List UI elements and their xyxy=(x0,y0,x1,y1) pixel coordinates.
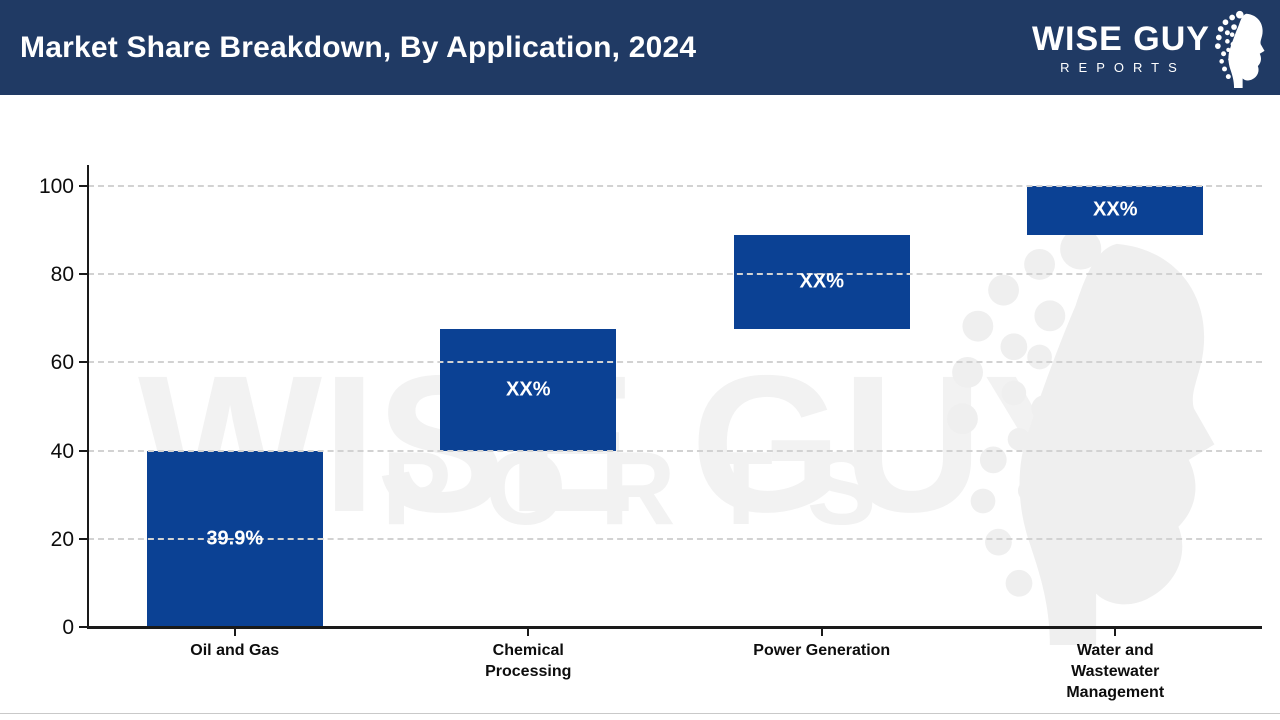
gridline xyxy=(88,273,1262,276)
y-tick-label: 40 xyxy=(50,439,74,463)
x-category-label: Oil and Gas xyxy=(190,642,280,659)
bar-value-label: XX% xyxy=(799,270,844,293)
footer-divider xyxy=(0,713,1280,714)
watermark-head-profile-icon xyxy=(947,228,1215,645)
bar-power-generation xyxy=(733,234,910,330)
y-axis-tick xyxy=(79,185,88,187)
y-axis-tick xyxy=(79,361,88,364)
logo-head-profile-icon xyxy=(1215,10,1265,88)
gridline xyxy=(88,537,1262,540)
y-axis-tick xyxy=(79,273,88,276)
x-axis-tick xyxy=(233,627,236,636)
x-axis-tick xyxy=(1114,627,1117,636)
y-tick-label: 60 xyxy=(50,351,74,375)
chart-title: Market Share Breakdown, By Application, … xyxy=(20,30,697,64)
y-axis-tick xyxy=(79,449,88,452)
gridline xyxy=(88,185,1262,187)
header: Market Share Breakdown, By Application, … xyxy=(0,0,1280,95)
y-tick-label: 20 xyxy=(50,527,74,551)
x-axis-tick xyxy=(820,627,823,636)
logo-text: WISE GUY REPORTS xyxy=(1032,22,1210,74)
x-axis-line xyxy=(87,626,1262,629)
y-axis-line xyxy=(87,165,89,629)
x-category-label: Chemical Processing xyxy=(485,642,572,681)
bar-water-and-wastewater-management xyxy=(1027,186,1204,235)
chart-area: WISE GUY PORTS 0 20 40 60 80 100 39.9% Oil and … xyxy=(0,95,1280,715)
gridline xyxy=(88,449,1262,452)
x-category-label: Water and Wastewater Management xyxy=(1066,642,1165,702)
bar-chemical-processing xyxy=(440,329,617,452)
y-tick-label: 100 xyxy=(38,175,74,198)
logo-subtitle: REPORTS xyxy=(1060,59,1186,75)
bar-value-label: XX% xyxy=(1093,198,1138,221)
y-tick-label: 80 xyxy=(50,263,74,287)
y-tick-label: 0 xyxy=(62,616,74,639)
wise-guy-logo: WISE GUY REPORTS xyxy=(1032,8,1266,88)
bar-value-label: XX% xyxy=(506,378,551,401)
x-axis-tick xyxy=(527,627,530,636)
y-axis-tick xyxy=(79,537,88,540)
x-category-label: Power Generation xyxy=(753,642,891,659)
y-axis-tick xyxy=(79,626,88,628)
watermark-reports: PORTS xyxy=(382,431,911,547)
gridline xyxy=(88,361,1262,364)
logo-wordmark: WISE GUY xyxy=(1031,19,1210,58)
bar-value-label: 39.9% xyxy=(206,527,264,550)
